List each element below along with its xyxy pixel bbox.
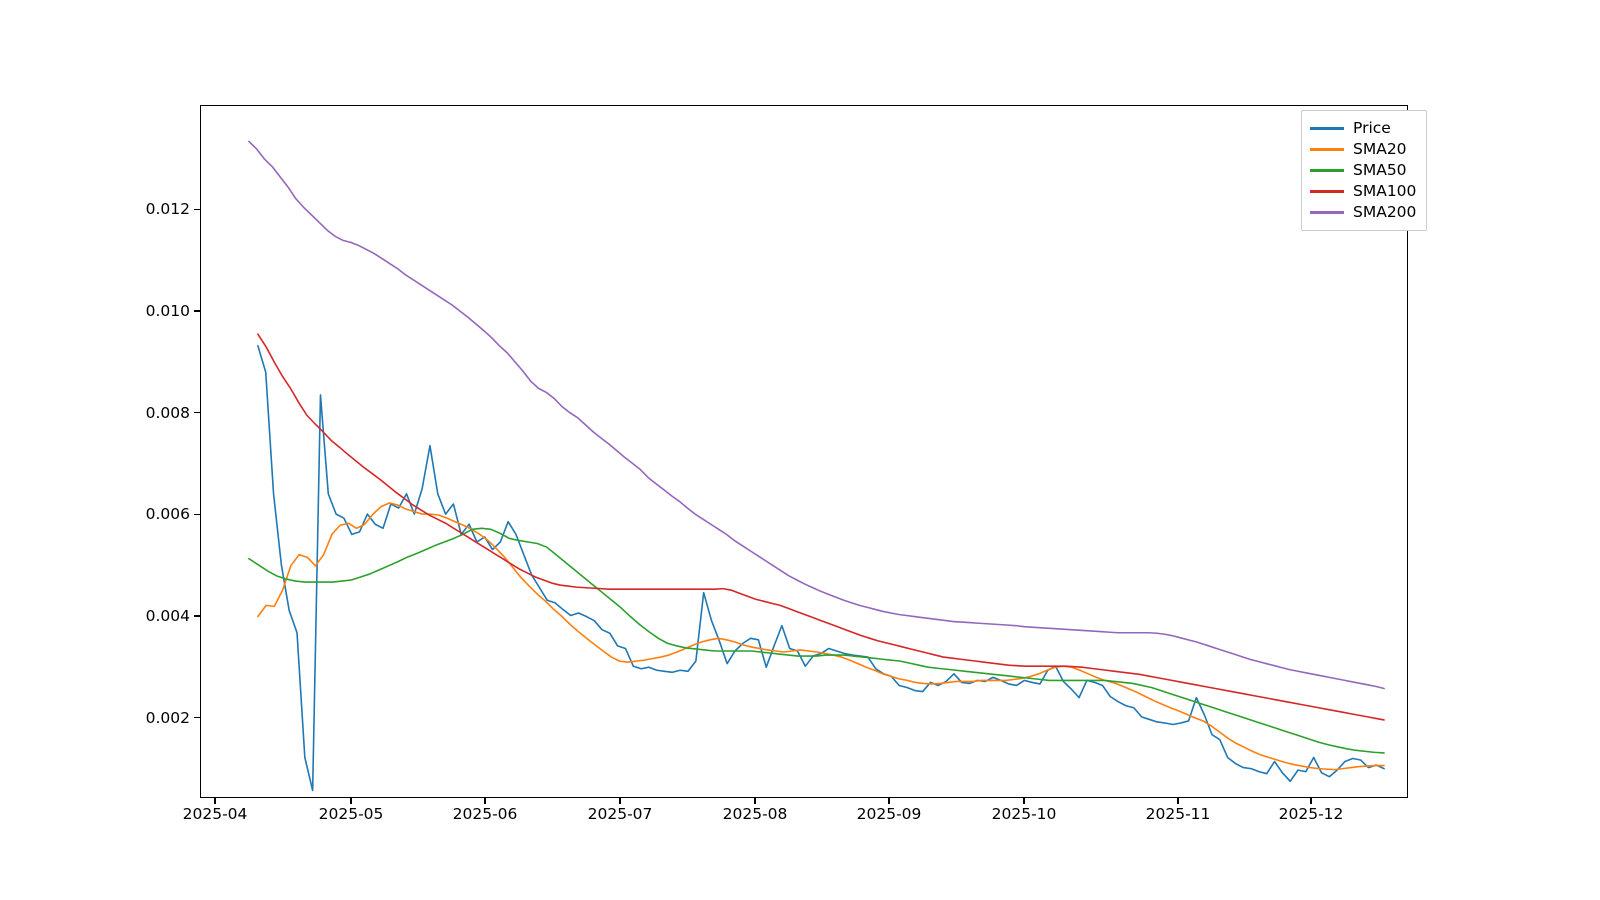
- y-tick-mark: [194, 208, 200, 210]
- legend-item[interactable]: Price: [1310, 118, 1416, 139]
- x-tick-label: 2025-10: [991, 805, 1057, 823]
- series-line-price: [257, 344, 1385, 792]
- legend-item[interactable]: SMA50: [1310, 160, 1416, 181]
- legend-label: SMA200: [1353, 202, 1417, 221]
- legend-label: SMA20: [1353, 139, 1407, 158]
- y-tick-mark: [194, 411, 200, 414]
- legend-item[interactable]: SMA20: [1310, 139, 1416, 160]
- y-tick-label: 0.004: [145, 606, 190, 625]
- y-tick-mark: [194, 310, 200, 312]
- series-line-sma100: [257, 333, 1385, 721]
- series-line-sma200: [248, 140, 1385, 690]
- x-tick-mark: [1310, 798, 1312, 804]
- y-tick-label: 0.012: [145, 200, 190, 219]
- legend-label: SMA100: [1353, 181, 1417, 200]
- y-tick-label: 0.006: [145, 505, 190, 524]
- legend-color-swatch: [1310, 190, 1344, 193]
- legend-color-swatch: [1310, 148, 1344, 151]
- series-line-sma20: [257, 502, 1385, 771]
- y-tick-label: 0.002: [145, 708, 190, 727]
- y-tick-mark: [194, 717, 200, 719]
- legend-label: SMA50: [1353, 160, 1407, 179]
- x-tick-label: 2025-07: [587, 805, 653, 823]
- y-tick-label: 0.010: [145, 301, 190, 320]
- x-tick-label: 2025-05: [318, 805, 384, 823]
- legend-color-swatch: [1310, 211, 1344, 214]
- plot-axes: [200, 105, 1408, 798]
- legend-label: Price: [1353, 118, 1391, 137]
- legend-item[interactable]: SMA100: [1310, 181, 1416, 202]
- x-tick-mark: [888, 798, 890, 804]
- x-tick-label: 2025-12: [1278, 805, 1344, 823]
- chart-legend: Price SMA20 SMA50 SMA100 SMA200: [1301, 110, 1428, 231]
- x-tick-mark: [484, 798, 486, 804]
- y-tick-mark: [194, 615, 200, 617]
- legend-color-swatch: [1310, 169, 1344, 172]
- x-tick-label: 2025-04: [182, 805, 248, 823]
- x-tick-mark: [1177, 798, 1179, 804]
- legend-item[interactable]: SMA200: [1310, 202, 1416, 223]
- x-tick-label: 2025-06: [452, 805, 518, 823]
- plot-lines: [248, 140, 1385, 792]
- y-tick-mark: [194, 513, 200, 515]
- x-tick-mark: [350, 798, 352, 804]
- x-tick-mark: [214, 798, 216, 804]
- y-tick-label: 0.008: [145, 403, 190, 422]
- x-tick-label: 2025-08: [722, 805, 788, 823]
- series-line-sma50: [248, 527, 1385, 754]
- x-tick-mark: [1023, 798, 1025, 804]
- x-tick-mark: [754, 798, 756, 804]
- x-tick-label: 2025-09: [856, 805, 922, 823]
- x-tick-mark: [619, 798, 621, 804]
- x-tick-label: 2025-11: [1145, 805, 1211, 823]
- legend-color-swatch: [1310, 127, 1344, 130]
